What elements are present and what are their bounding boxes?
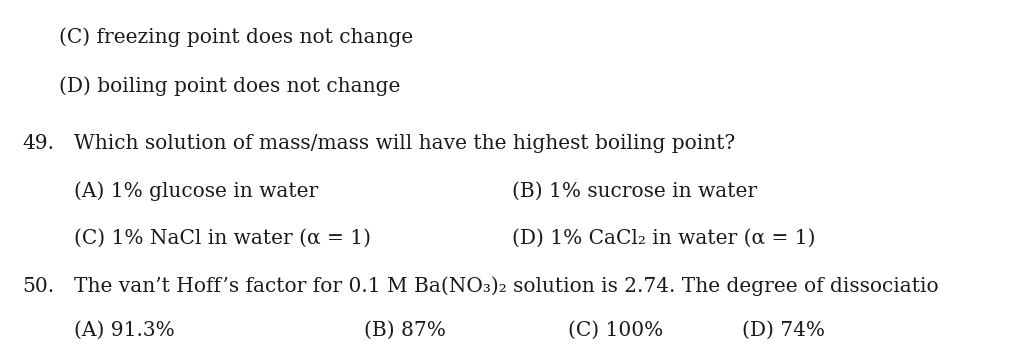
Text: (B) 87%: (B) 87% xyxy=(364,321,445,340)
Text: The van’t Hoff’s factor for 0.1 M Ba(NO₃)₂ solution is 2.74. The degree of disso: The van’t Hoff’s factor for 0.1 M Ba(NO₃… xyxy=(74,276,938,296)
Text: (C) 1% NaCl in water (α = 1): (C) 1% NaCl in water (α = 1) xyxy=(74,229,371,248)
Text: (C) freezing point does not change: (C) freezing point does not change xyxy=(59,27,414,47)
Text: 49.: 49. xyxy=(23,134,54,153)
Text: (A) 1% glucose in water: (A) 1% glucose in water xyxy=(74,181,318,201)
Text: (C) 100%: (C) 100% xyxy=(568,321,664,340)
Text: (A) 91.3%: (A) 91.3% xyxy=(74,321,174,340)
Text: (D) boiling point does not change: (D) boiling point does not change xyxy=(59,76,400,96)
Text: (B) 1% sucrose in water: (B) 1% sucrose in water xyxy=(512,182,757,201)
Text: (D) 1% CaCl₂ in water (α = 1): (D) 1% CaCl₂ in water (α = 1) xyxy=(512,229,815,248)
Text: 50.: 50. xyxy=(23,277,54,296)
Text: Which solution of mass/mass will have the highest boiling point?: Which solution of mass/mass will have th… xyxy=(74,134,735,153)
Text: (D) 74%: (D) 74% xyxy=(742,321,825,340)
